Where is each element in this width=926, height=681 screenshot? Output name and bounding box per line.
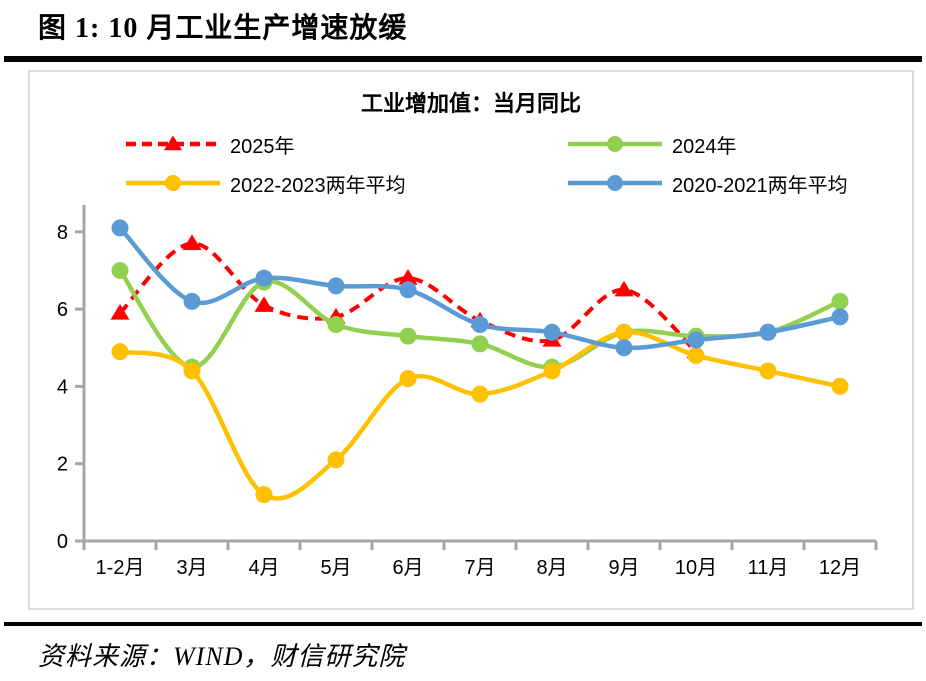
data-point-marker bbox=[399, 281, 417, 299]
axis-labels: 0 2 4 6 8 1-2月 3月 4月 5月 6月 7月 8月 9月 10月 11月 12月 bbox=[57, 222, 861, 579]
legend-swatch-2020-2021 bbox=[568, 175, 662, 191]
x-axis-tick-label: 7月 bbox=[464, 557, 495, 579]
series-2020-2021两年平均 bbox=[111, 219, 849, 357]
legend-swatch-2024 bbox=[568, 136, 662, 152]
data-point-marker bbox=[759, 323, 777, 341]
data-point-marker bbox=[759, 362, 777, 380]
data-point-marker bbox=[110, 303, 130, 320]
data-point-marker bbox=[831, 308, 849, 326]
data-point-marker bbox=[399, 370, 417, 388]
legend-item-2024: 2024年 bbox=[568, 132, 737, 158]
y-axis-tick-label: 2 bbox=[57, 454, 68, 476]
legend-label-2025: 2025年 bbox=[230, 135, 295, 158]
legend-label-2024: 2024年 bbox=[672, 135, 737, 158]
page-title: 图 1: 10 月工业生产增速放缓 bbox=[38, 13, 408, 44]
data-point-marker bbox=[614, 280, 634, 297]
data-point-marker bbox=[165, 175, 181, 191]
data-point-marker bbox=[831, 292, 849, 310]
y-axis-tick-label: 6 bbox=[57, 299, 68, 321]
x-axis-tick-label: 8月 bbox=[536, 557, 567, 579]
x-axis-tick-label: 4月 bbox=[248, 557, 279, 579]
y-axis-tick-label: 0 bbox=[57, 531, 68, 553]
legend-swatch-2025 bbox=[126, 135, 220, 151]
chart-plot: 0 2 4 6 8 1-2月 3月 4月 5月 6月 7月 8月 9月 10月 11月 12月 bbox=[57, 205, 878, 579]
legend-item-2022-2023: 2022-2023两年平均 bbox=[126, 171, 406, 197]
x-axis-tick-label: 11月 bbox=[748, 557, 789, 579]
data-point-marker bbox=[399, 327, 417, 345]
data-point-marker bbox=[111, 219, 129, 237]
y-axis-tick-label: 8 bbox=[57, 222, 68, 244]
data-point-marker bbox=[183, 292, 201, 310]
data-point-marker bbox=[471, 335, 489, 353]
legend-label-2020-2021: 2020-2021两年平均 bbox=[672, 174, 848, 197]
data-point-marker bbox=[327, 451, 345, 469]
data-point-marker bbox=[327, 316, 345, 334]
source-note: 资料来源：WIND，财信研究院 bbox=[38, 642, 406, 671]
series-2022-2023两年平均 bbox=[111, 323, 849, 504]
data-point-marker bbox=[615, 323, 633, 341]
data-point-marker bbox=[687, 331, 705, 349]
x-axis-tick-label: 12月 bbox=[819, 557, 861, 579]
x-axis-tick-label: 5月 bbox=[320, 557, 351, 579]
x-axis-tick-label: 9月 bbox=[608, 557, 639, 579]
legend-swatch-2022-2023 bbox=[126, 175, 220, 191]
x-axis-tick-label: 1-2月 bbox=[96, 557, 145, 579]
data-point-marker bbox=[398, 269, 418, 285]
data-point-marker bbox=[831, 377, 849, 395]
chart-panel: 工业增加值：当月同比 2025年 2024年 2022-2023两年平均 202… bbox=[28, 70, 914, 610]
x-axis-tick-label: 3月 bbox=[176, 557, 207, 579]
data-point-marker bbox=[111, 343, 129, 361]
series-line bbox=[118, 241, 698, 354]
data-point-marker bbox=[607, 175, 623, 191]
legend-label-2022-2023: 2022-2023两年平均 bbox=[230, 174, 406, 197]
data-point-marker bbox=[254, 296, 274, 312]
y-axis-tick-label: 4 bbox=[57, 376, 68, 398]
data-point-marker bbox=[687, 346, 705, 364]
series-line bbox=[119, 329, 841, 501]
axes bbox=[75, 205, 878, 550]
footer-divider bbox=[4, 622, 922, 626]
legend-item-2020-2021: 2020-2021两年平均 bbox=[568, 171, 848, 197]
data-point-marker bbox=[607, 136, 623, 152]
data-point-marker bbox=[615, 339, 633, 357]
series-line bbox=[118, 269, 841, 370]
data-point-marker bbox=[111, 261, 129, 279]
data-point-marker bbox=[471, 385, 489, 403]
x-axis-tick-label: 6月 bbox=[392, 557, 423, 579]
data-point-marker bbox=[543, 362, 561, 380]
data-point-marker bbox=[183, 362, 201, 380]
data-point-marker bbox=[164, 135, 182, 151]
data-point-marker bbox=[327, 277, 345, 295]
title-divider bbox=[4, 56, 922, 62]
data-point-marker bbox=[255, 269, 273, 287]
x-axis-tick-label: 10月 bbox=[675, 557, 717, 579]
data-point-marker bbox=[471, 316, 489, 334]
legend-item-2025: 2025年 bbox=[126, 132, 295, 158]
chart-title: 工业增加值：当月同比 bbox=[360, 91, 581, 116]
data-point-marker bbox=[255, 486, 273, 504]
data-point-marker bbox=[182, 234, 202, 251]
data-point-marker bbox=[543, 323, 561, 341]
